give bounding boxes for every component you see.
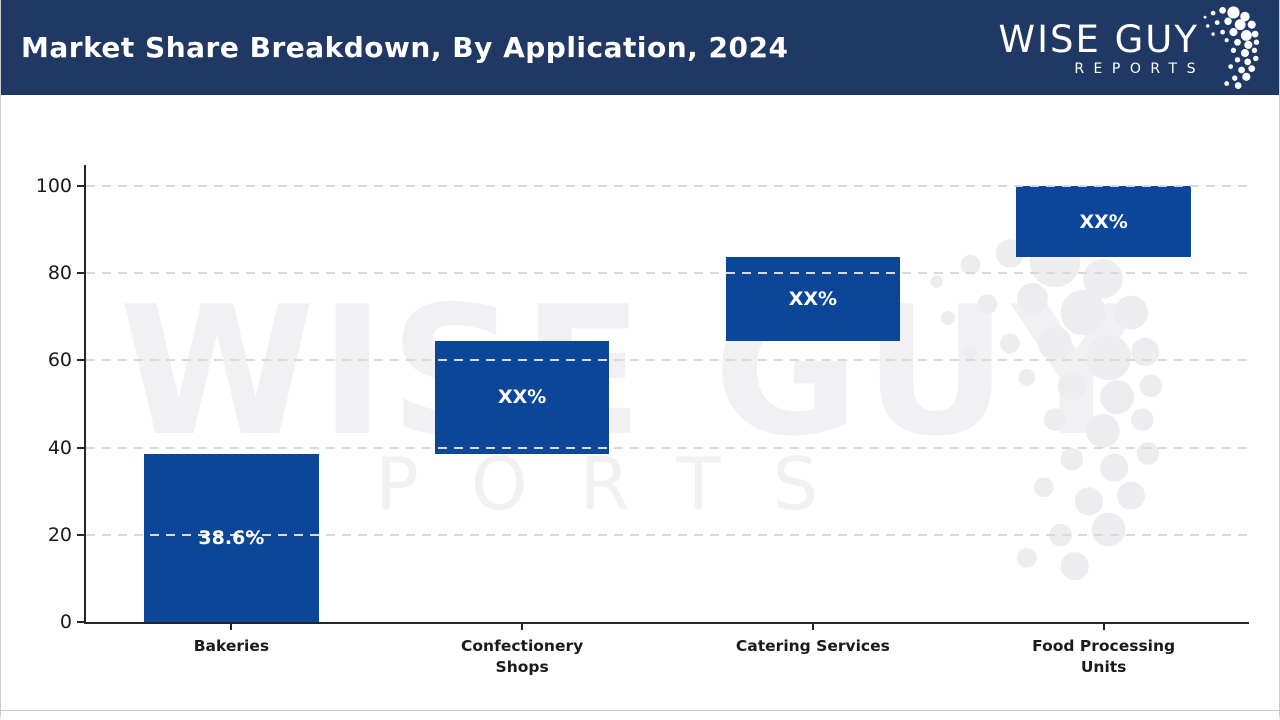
header: Market Share Breakdown, By Application, … bbox=[1, 0, 1279, 95]
bar-bakeries bbox=[144, 453, 319, 622]
x-tick-mark bbox=[811, 624, 814, 630]
y-tick-mark-60 bbox=[77, 359, 84, 362]
gridline-20 bbox=[86, 533, 1249, 536]
gridline-100 bbox=[86, 185, 1249, 188]
x-tick-mark bbox=[1102, 624, 1105, 630]
y-tick-label-20: 20 bbox=[47, 523, 72, 546]
x-category-label: Food Processing Units bbox=[1032, 637, 1176, 676]
y-tick-mark-100 bbox=[77, 185, 84, 188]
bar-catering-services bbox=[725, 257, 901, 342]
x-category-label: Catering Services bbox=[735, 637, 890, 655]
y-tick-mark-0 bbox=[77, 621, 84, 623]
gridline-60 bbox=[86, 359, 1249, 362]
y-tick-mark-80 bbox=[77, 272, 84, 275]
y-axis-line bbox=[84, 165, 86, 624]
y-tick-label-0: 0 bbox=[59, 611, 72, 633]
logo-wordmark: WISE GUY bbox=[998, 18, 1199, 61]
x-axis-line bbox=[84, 622, 1249, 624]
y-tick-label-40: 40 bbox=[47, 436, 72, 459]
y-tick-label-60: 60 bbox=[47, 349, 72, 372]
x-category-label: Confectionery Shops bbox=[461, 637, 584, 676]
page-title: Market Share Breakdown, By Application, … bbox=[21, 31, 789, 64]
logo-face-icon bbox=[1203, 5, 1260, 89]
wise-guy-logo: WISE GUY REPORTS bbox=[999, 5, 1265, 93]
y-tick-label-100: 100 bbox=[35, 175, 72, 198]
bar-value-label: XX% bbox=[788, 288, 838, 311]
y-tick-mark-40 bbox=[77, 446, 84, 449]
logo-subtext: REPORTS bbox=[1074, 61, 1205, 77]
x-tick-mark bbox=[230, 624, 233, 630]
x-category-label: Bakeries bbox=[193, 637, 270, 655]
gridline-80 bbox=[86, 272, 1249, 275]
y-tick-mark-20 bbox=[77, 533, 84, 536]
gridline-40 bbox=[86, 446, 1249, 449]
bar-value-label: XX% bbox=[1079, 210, 1128, 233]
logo-text: WISE GUY REPORTS bbox=[999, 21, 1199, 76]
x-tick-mark bbox=[521, 624, 524, 630]
bar-value-label: 38.6% bbox=[198, 526, 265, 549]
chart-plot-area: 0 20 40 60 80 100 38.6% Bakeries XX% Confectioner… bbox=[36, 165, 1249, 676]
bar-value-label: XX% bbox=[497, 386, 547, 409]
y-tick-label-80: 80 bbox=[47, 262, 72, 285]
